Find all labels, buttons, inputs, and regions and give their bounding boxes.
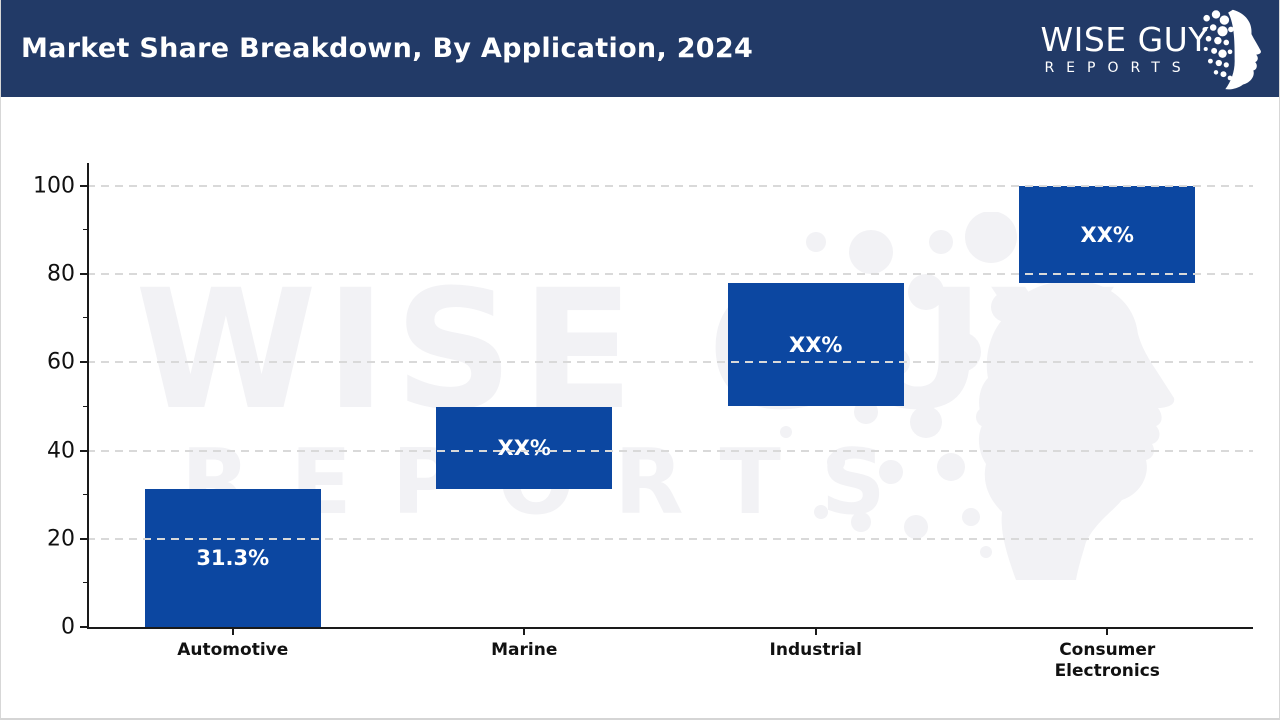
gridline-y80 (87, 273, 1253, 276)
dotted-head-profile-icon (1202, 9, 1261, 90)
x-tick (523, 629, 526, 635)
gridline-y100 (87, 185, 1253, 187)
x-axis (87, 627, 1253, 629)
y-tick-label: 20 (47, 526, 75, 552)
y-minor-tick (83, 317, 87, 319)
x-tick (814, 629, 817, 635)
chart-title: Market Share Breakdown, By Application, … (21, 33, 754, 64)
bar-value-label: XX% (1080, 222, 1134, 247)
gridline-y20 (87, 537, 1253, 540)
y-minor-tick (83, 229, 87, 231)
category-label-automotive: Automotive (177, 640, 289, 660)
bar-consumer-electronics: XX% (1019, 186, 1196, 284)
bar-industrial: XX% (727, 283, 904, 407)
header: Market Share Breakdown, By Application, … (1, 0, 1279, 97)
y-tick-label: 80 (47, 261, 75, 287)
category-label-industrial: Industrial (769, 640, 862, 660)
x-tick (1106, 629, 1109, 635)
y-tick-label: 40 (47, 438, 75, 464)
bar-value-label: XX% (497, 435, 551, 460)
y-major-tick (80, 626, 87, 628)
y-minor-tick (83, 581, 87, 583)
gridline-y40 (87, 449, 1253, 452)
gridline-y60 (87, 361, 1253, 364)
x-tick (231, 629, 234, 635)
category-label-consumer-electronics: Consumer Electronics (1054, 640, 1160, 681)
y-minor-tick (83, 405, 87, 407)
bar-marine: XX% (436, 406, 613, 489)
y-tick-label: 60 (47, 349, 75, 375)
y-tick-label: 0 (61, 614, 75, 640)
y-axis (87, 163, 89, 629)
bar-value-label: XX% (789, 332, 843, 357)
category-label-marine: Marine (491, 640, 558, 660)
bar-value-label: 31.3% (196, 545, 270, 570)
y-tick-label: 100 (33, 173, 75, 199)
y-major-tick (80, 449, 87, 452)
brand-logo-text: WISE GUY REPORTS (1040, 20, 1209, 77)
y-minor-tick (83, 493, 87, 495)
y-major-tick (80, 361, 87, 364)
brand-subtitle: REPORTS (1044, 60, 1193, 76)
brand-logo: WISE GUY REPORTS (1040, 6, 1265, 92)
y-major-tick (80, 537, 87, 540)
brand-name: WISE GUY (1040, 20, 1209, 59)
y-major-tick (80, 273, 87, 276)
bar-automotive: 31.3% (144, 488, 321, 627)
y-major-tick (80, 185, 87, 187)
